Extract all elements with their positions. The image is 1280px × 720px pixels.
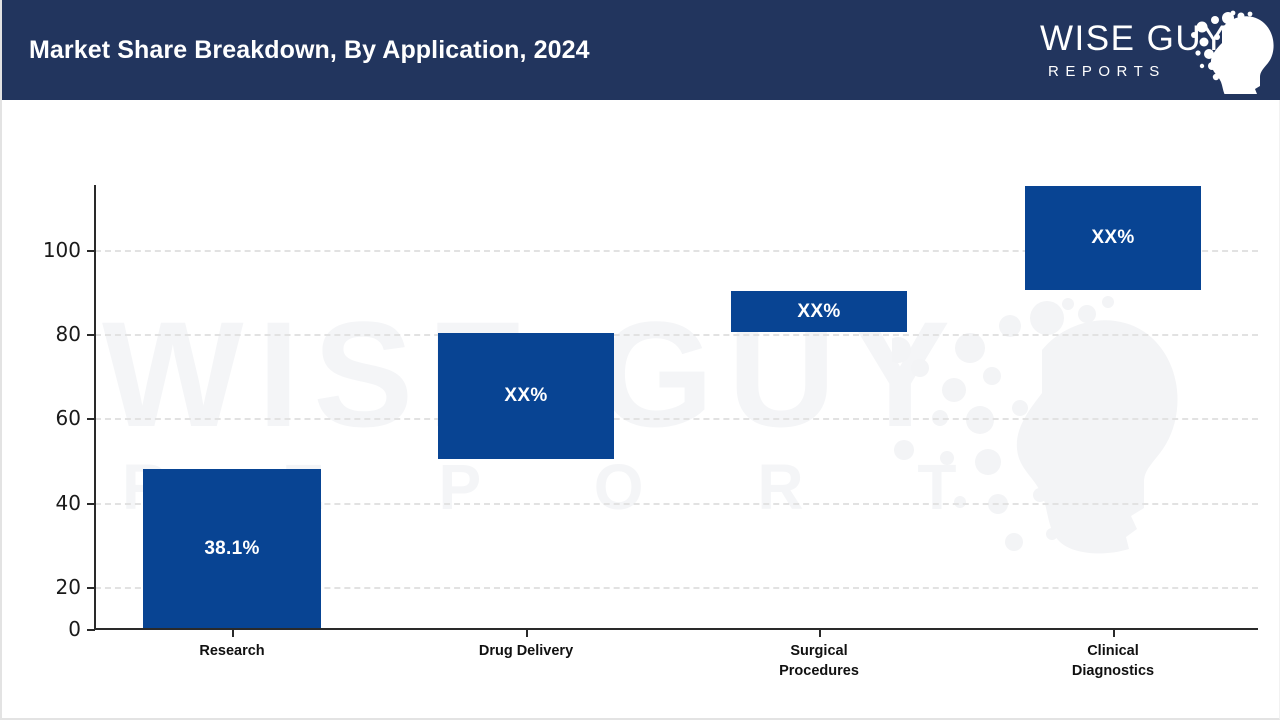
chart-plot-area: WISE GUY R E P O R T S: [43, 185, 1258, 679]
bar-label-surgical-procedures: XX%: [797, 300, 841, 322]
x-axis-line: [95, 628, 1258, 630]
y-tick-0: [87, 629, 95, 631]
bar-label-clinical-diagnostics: XX%: [1091, 227, 1135, 248]
y-axis-line: [94, 185, 96, 630]
bar-label-drug-delivery: XX%: [504, 385, 548, 406]
bar-drug-delivery[interactable]: XX%: [438, 333, 614, 459]
y-tick-80: [87, 334, 95, 336]
x-axis-label-surgical-procedures: Surgical Procedures: [779, 643, 859, 679]
bar-label-research: 38.1%: [204, 538, 260, 559]
gridline-40: [95, 503, 1258, 505]
svg-text:REPORTS: REPORTS: [1048, 63, 1166, 80]
x-tick-drug-delivery: [526, 629, 528, 637]
bar-research[interactable]: 38.1%: [143, 469, 321, 629]
x-axis-label-clinical-diagnostics: Clinical Diagnostics: [1071, 643, 1155, 679]
bar-surgical-procedures[interactable]: XX%: [731, 291, 907, 332]
logo-svg: WISE GUY REPORTS: [1040, 10, 1274, 103]
page-title: Market Share Breakdown, By Application, …: [29, 36, 590, 64]
x-tick-surgical-procedures: [819, 629, 821, 637]
y-axis-label-100: 100: [42, 238, 81, 262]
gridline-60: [95, 418, 1258, 420]
x-axis-label-research: Research: [199, 643, 265, 659]
y-tick-100: [87, 250, 95, 252]
gridline-100: [95, 250, 1258, 252]
y-axis-label-60: 60: [55, 406, 81, 430]
wise-guy-reports-logo: WISE GUY REPORTS: [1026, 6, 1276, 103]
x-tick-research: [232, 629, 234, 637]
gridline-20: [95, 587, 1258, 589]
page-header: Market Share Breakdown, By Application, …: [2, 0, 1280, 103]
y-axis-label-80: 80: [55, 322, 81, 346]
watermark-head-icon: [892, 296, 1178, 554]
y-axis-label-0: 0: [68, 617, 81, 641]
bar-clinical-diagnostics[interactable]: XX%: [1025, 186, 1201, 290]
y-tick-20: [87, 587, 95, 589]
logo-head-icon: [1191, 10, 1274, 103]
x-tick-clinical-diagnostics: [1113, 629, 1115, 637]
gridline-80: [95, 334, 1258, 336]
y-tick-40: [87, 503, 95, 505]
svg-text:WISE GUY: WISE GUY: [1040, 19, 1227, 58]
y-tick-60: [87, 418, 95, 420]
y-axis-label-40: 40: [55, 491, 81, 515]
x-axis-label-drug-delivery: Drug Delivery: [478, 643, 574, 659]
y-axis-label-20: 20: [55, 575, 81, 599]
